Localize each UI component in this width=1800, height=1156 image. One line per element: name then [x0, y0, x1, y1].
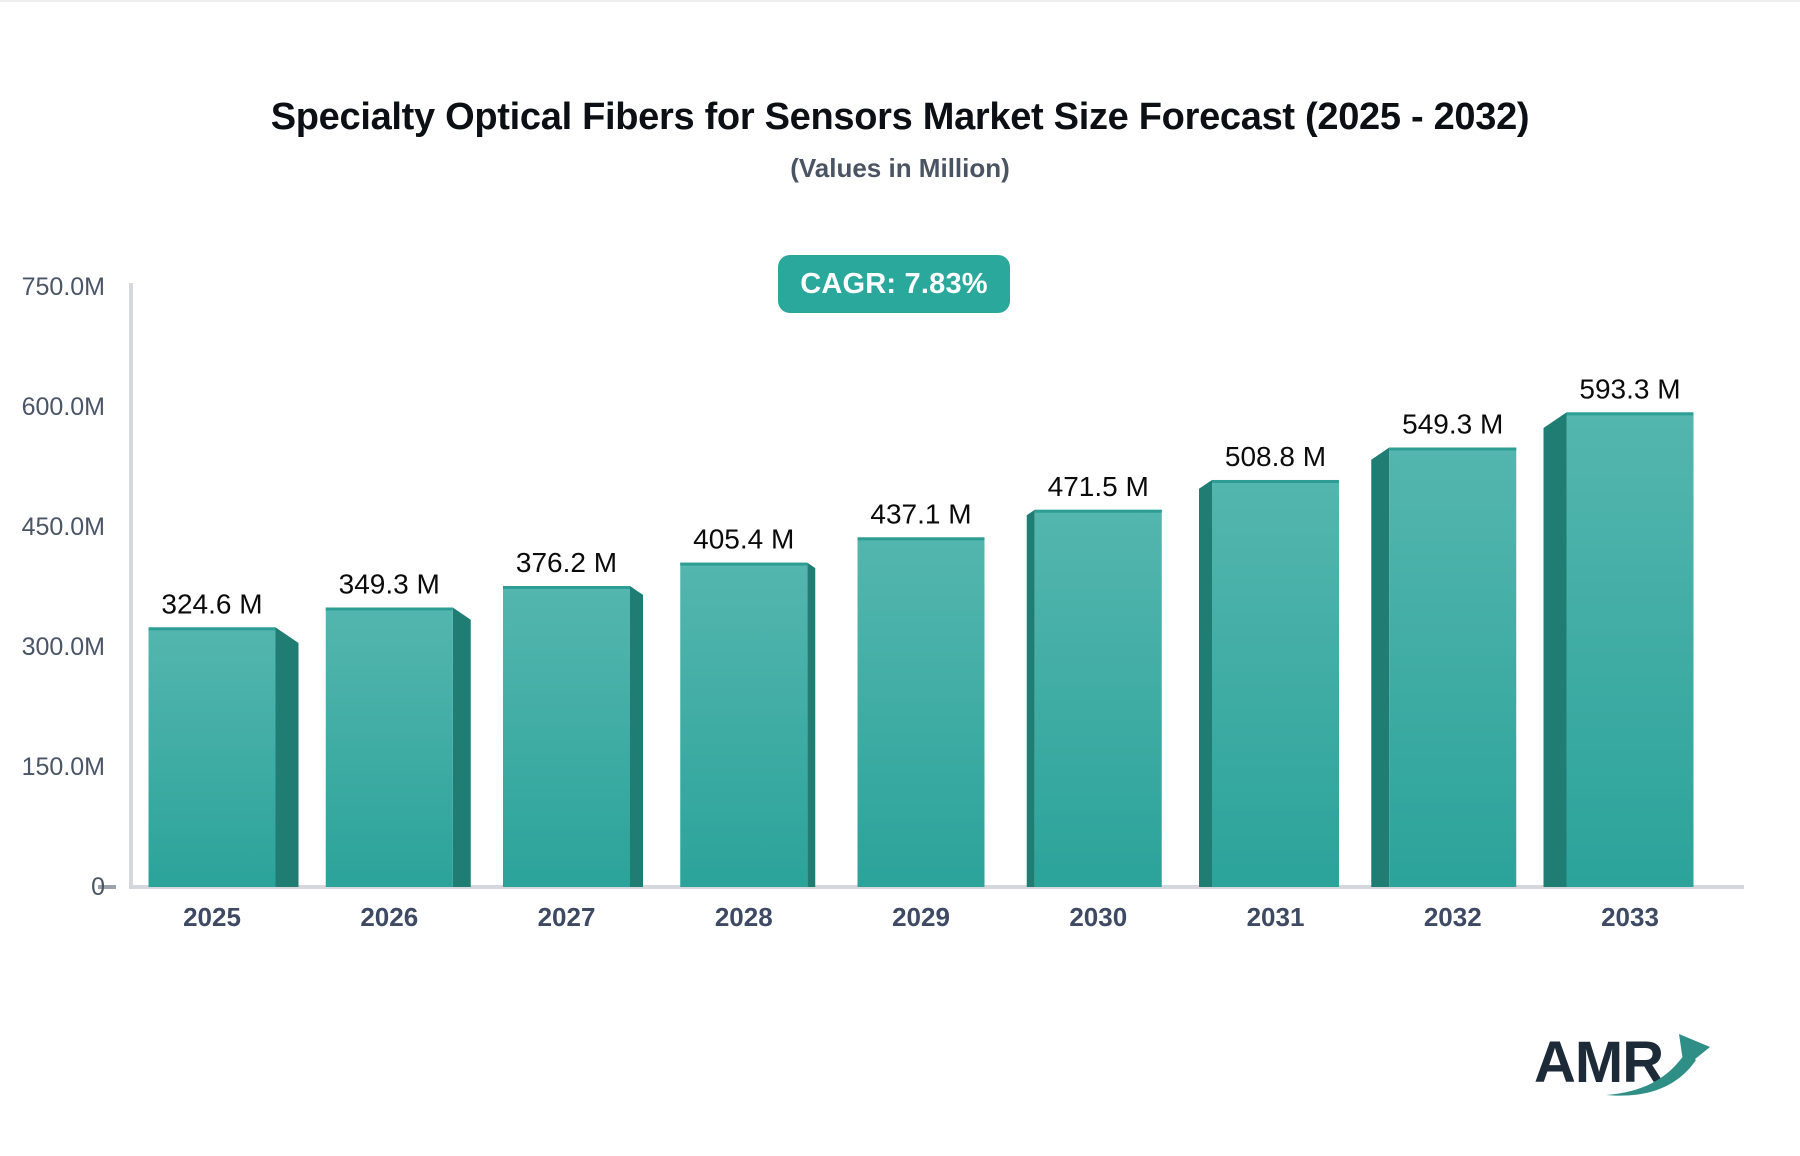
bar-side-face [452, 607, 471, 887]
bar-2029: 437.1 M 2029 [857, 498, 985, 932]
bar-side-face [1543, 412, 1567, 887]
bar-side-face [630, 586, 643, 887]
bar-2027: 376.2 M 2027 [503, 547, 643, 932]
bar-side-face [1026, 509, 1035, 887]
bar-2030: 471.5 M 2030 [1026, 471, 1162, 932]
cagr-badge-label: CAGR: 7.83% [800, 267, 988, 300]
amr-logo-text: AMR [1534, 1030, 1663, 1095]
bar-2028: 405.4 M 2028 [680, 524, 816, 932]
bar-front-face [1389, 447, 1517, 887]
bar-value-label: 437.1 M [870, 498, 971, 529]
x-axis-label: 2029 [892, 902, 950, 932]
bar-2031: 508.8 M 2031 [1199, 441, 1339, 932]
chart-title: Specialty Optical Fibers for Sensors Mar… [270, 96, 1530, 138]
x-axis-label: 2032 [1424, 902, 1482, 932]
cagr-badge: CAGR: 7.83% [778, 255, 1010, 313]
bar-front-face [1212, 479, 1339, 887]
bar-value-label: 376.2 M [516, 547, 617, 578]
x-axis-label: 2026 [360, 902, 418, 932]
bar-side-face [275, 627, 299, 887]
y-tick-label: 450.0M [22, 513, 105, 541]
logo-arrowhead-icon [1679, 1034, 1710, 1068]
bar-2026: 349.3 M 2026 [325, 569, 471, 932]
amr-logo-graphic: AMR [1534, 1030, 1710, 1096]
zero-tick-dash [98, 885, 116, 889]
bar-front-face [325, 607, 453, 887]
bar-value-label: 349.3 M [339, 569, 440, 600]
chart-subtitle: (Values in Million) [790, 153, 1010, 183]
bar-value-label: 549.3 M [1402, 409, 1503, 440]
amr-logo: AMR [1532, 1022, 1772, 1118]
bar-side-face [1371, 447, 1390, 887]
x-axis-label: 2025 [183, 902, 241, 932]
bar-2033: 593.3 M 2033 [1543, 373, 1694, 932]
bar-value-label: 471.5 M [1048, 471, 1149, 502]
top-divider [0, 0, 1800, 2]
bar-value-label: 405.4 M [693, 524, 794, 555]
x-axis-label: 2030 [1069, 902, 1127, 932]
bar-front-face [503, 586, 630, 887]
bar-front-face [1034, 509, 1162, 887]
x-axis-label: 2033 [1601, 902, 1659, 932]
bar-value-label: 593.3 M [1579, 373, 1680, 404]
bar-front-face [1566, 412, 1694, 887]
bar-value-label: 508.8 M [1225, 441, 1326, 472]
bar-2025: 324.6 M 2025 [148, 588, 299, 932]
bar-2032: 549.3 M 2032 [1371, 409, 1517, 932]
x-axis-label: 2027 [538, 902, 596, 932]
bar-side-face [1199, 479, 1212, 887]
y-tick-label: 600.0M [22, 393, 105, 421]
bar-front-face [680, 562, 808, 887]
bar-side-face [807, 562, 816, 887]
y-tick-label: 150.0M [22, 753, 105, 781]
x-axis-label: 2031 [1247, 902, 1305, 932]
bar-front-face [148, 627, 276, 887]
bar-value-label: 324.6 M [161, 588, 262, 619]
y-tick-label: 750.0M [22, 273, 105, 301]
bar-front-face [857, 537, 985, 887]
x-axis-label: 2028 [715, 902, 773, 932]
chart-header: Specialty Optical Fibers for Sensors Mar… [0, 96, 1800, 184]
y-tick-label: 300.0M [22, 633, 105, 661]
